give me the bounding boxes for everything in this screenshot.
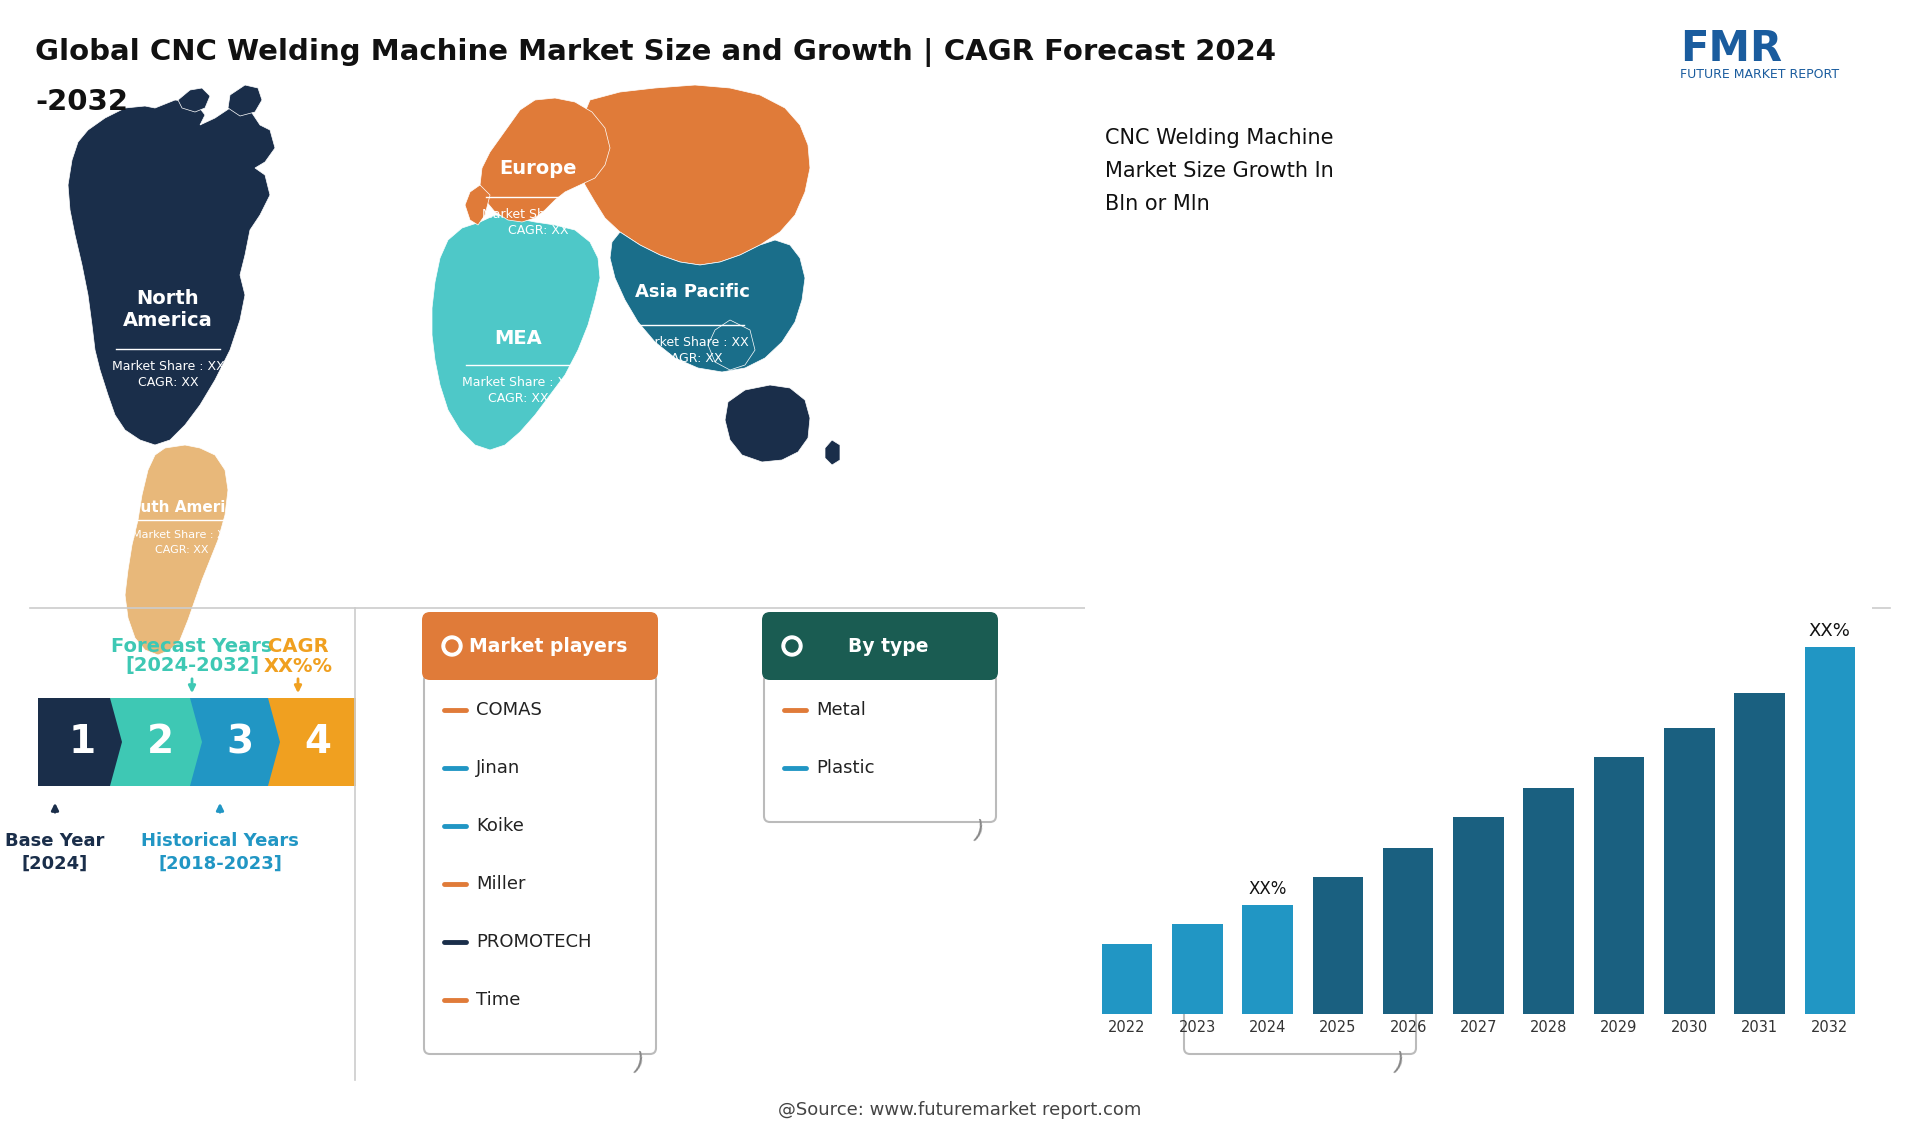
Text: XX%: XX% [1248, 880, 1286, 897]
Text: Equipment: Equipment [1236, 876, 1334, 893]
Text: FUTURE MARKET REPORT: FUTURE MARKET REPORT [1680, 68, 1839, 81]
Text: Other: Other [1236, 991, 1286, 1008]
Bar [1242, 905, 1292, 1014]
Text: 2: 2 [146, 723, 173, 761]
Polygon shape [611, 231, 804, 372]
Polygon shape [465, 185, 490, 225]
Text: Medical: Medical [1236, 933, 1306, 951]
Text: South America: South America [119, 501, 246, 516]
Text: Defence: Defence [1236, 817, 1311, 835]
Circle shape [785, 639, 799, 652]
Polygon shape [38, 698, 138, 786]
Polygon shape [125, 445, 228, 656]
Polygon shape [574, 85, 810, 265]
Text: Plastic: Plastic [816, 759, 874, 777]
Text: ): ) [970, 818, 987, 843]
Text: Forecast Years: Forecast Years [111, 636, 273, 656]
Text: Aviation: Aviation [1236, 701, 1309, 719]
Text: 1: 1 [69, 723, 96, 761]
Text: [2018-2023]: [2018-2023] [157, 855, 282, 873]
Polygon shape [480, 99, 611, 222]
Text: CAGR: XX: CAGR: XX [156, 545, 209, 555]
Text: COMAS: COMAS [476, 701, 541, 719]
Text: Asia Pacific: Asia Pacific [636, 283, 749, 301]
Text: Global CNC Welding Machine Market Size and Growth | CAGR Forecast 2024: Global CNC Welding Machine Market Size a… [35, 38, 1277, 66]
Text: Base Year: Base Year [6, 832, 106, 850]
Bar [1665, 729, 1715, 1014]
Text: Historical Years: Historical Years [140, 832, 300, 850]
Text: Metal: Metal [816, 701, 866, 719]
Circle shape [442, 636, 463, 656]
Text: ): ) [630, 1050, 645, 1076]
Text: Jinan: Jinan [476, 759, 520, 777]
Circle shape [781, 636, 803, 656]
FancyBboxPatch shape [422, 612, 659, 680]
Text: Market Share : XX: Market Share : XX [111, 360, 225, 372]
Text: [2024]: [2024] [21, 855, 88, 873]
Polygon shape [109, 698, 209, 786]
Text: PROMOTECH: PROMOTECH [476, 933, 591, 951]
Circle shape [1206, 639, 1217, 652]
Polygon shape [432, 215, 599, 450]
Circle shape [445, 639, 459, 652]
Text: By application: By application [1233, 636, 1384, 656]
Text: [2024-2032]: [2024-2032] [125, 657, 259, 675]
Polygon shape [190, 698, 290, 786]
Bar [1734, 693, 1786, 1014]
Text: Market Share : XX: Market Share : XX [636, 336, 749, 348]
Text: FMR: FMR [1680, 28, 1782, 70]
Text: CAGR: XX: CAGR: XX [488, 392, 549, 405]
Bar [1805, 647, 1855, 1014]
Text: Market Share : XX: Market Share : XX [461, 376, 574, 388]
Text: XX%%: XX%% [263, 657, 332, 675]
Bar [1453, 817, 1503, 1014]
Polygon shape [228, 85, 261, 116]
Text: CNC: CNC [1236, 759, 1275, 777]
Text: ): ) [1390, 1050, 1405, 1076]
FancyBboxPatch shape [424, 674, 657, 1054]
Text: North
America: North America [123, 290, 213, 330]
Text: 4: 4 [305, 723, 332, 761]
Polygon shape [269, 698, 355, 786]
Bar [1594, 756, 1644, 1014]
Text: By type: By type [849, 636, 927, 656]
Text: Market players: Market players [468, 636, 628, 656]
Circle shape [1202, 636, 1221, 656]
Text: XX%: XX% [1809, 622, 1851, 641]
Bar [1102, 943, 1152, 1014]
Text: Market Share : XX: Market Share : XX [482, 207, 595, 220]
Text: CAGR: CAGR [267, 636, 328, 656]
FancyBboxPatch shape [1183, 612, 1419, 680]
Bar [1171, 924, 1223, 1014]
Bar [1523, 788, 1574, 1014]
Polygon shape [708, 320, 755, 370]
Text: Miller: Miller [476, 876, 526, 893]
Text: Koike: Koike [476, 817, 524, 835]
Text: @Source: www.futuremarket report.com: @Source: www.futuremarket report.com [778, 1101, 1142, 1118]
Polygon shape [726, 385, 810, 462]
Text: CAGR: XX: CAGR: XX [507, 223, 568, 236]
FancyBboxPatch shape [762, 612, 998, 680]
Text: CNC Welding Machine
Market Size Growth In
Bln or Mln: CNC Welding Machine Market Size Growth I… [1106, 128, 1334, 213]
Polygon shape [826, 440, 841, 465]
Text: Europe: Europe [499, 158, 576, 178]
Polygon shape [179, 88, 209, 112]
FancyBboxPatch shape [1185, 674, 1417, 1054]
Text: MEA: MEA [493, 329, 541, 347]
Polygon shape [67, 100, 275, 445]
Bar [1382, 848, 1434, 1014]
Text: -2032: -2032 [35, 88, 129, 116]
Text: CAGR: XX: CAGR: XX [138, 376, 198, 388]
FancyBboxPatch shape [764, 674, 996, 822]
Text: Time: Time [476, 991, 520, 1008]
Bar [1313, 877, 1363, 1014]
Text: Market Share : XX: Market Share : XX [132, 529, 232, 540]
Text: 3: 3 [227, 723, 253, 761]
Text: CAGR: XX: CAGR: XX [662, 352, 722, 364]
